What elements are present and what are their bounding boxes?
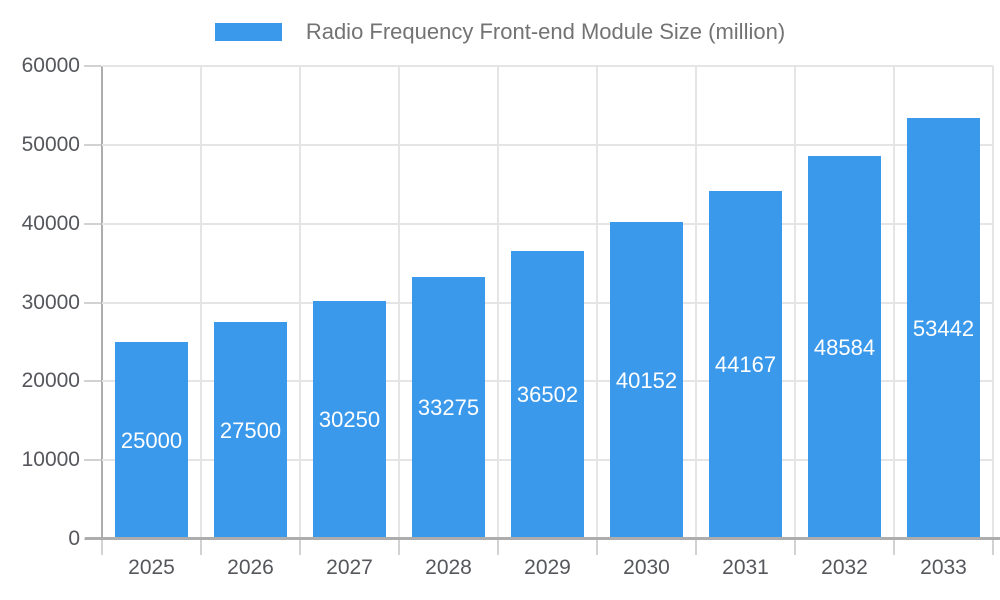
y-axis-tick-label: 20000: [21, 369, 80, 393]
x-axis-tick-label: 2028: [425, 556, 472, 579]
y-axis-tick: [84, 380, 101, 383]
bar-value-label: 33275: [417, 395, 480, 420]
x-axis-tick: [299, 539, 301, 555]
bar-value-label: 25000: [120, 427, 183, 453]
x-axis-tick-label: 2033: [920, 556, 967, 579]
bar-value-label: 27500: [219, 417, 282, 443]
gridline-horizontal: [102, 143, 993, 146]
bar-value-label: 40152: [615, 367, 678, 393]
x-axis-tick-label: 2030: [623, 556, 670, 579]
gridline-vertical: [794, 66, 796, 539]
bar-value-label: 44167: [714, 352, 777, 377]
gridline-vertical: [596, 66, 598, 539]
legend-swatch-icon: [214, 23, 282, 41]
x-axis-tick: [992, 539, 994, 555]
bar[interactable]: 25000: [115, 342, 188, 539]
y-axis-tick-label: 50000: [21, 132, 80, 156]
x-axis-tick-label: 2032: [821, 556, 868, 579]
gridline-vertical: [398, 66, 400, 539]
y-axis-tick: [84, 65, 101, 67]
bar-value-label: 30250: [318, 407, 381, 432]
bar[interactable]: 53442: [907, 118, 980, 539]
y-axis-tick-label: 0: [68, 527, 80, 550]
x-axis-tick: [695, 539, 697, 555]
x-axis-tick-label: 2027: [326, 556, 373, 579]
bar[interactable]: 27500: [214, 322, 287, 539]
gridline-vertical: [893, 66, 895, 539]
bar[interactable]: 30250: [313, 301, 386, 539]
x-axis-tick-label: 2031: [722, 556, 769, 579]
legend: Radio Frequency Front-end Module Size (m…: [0, 15, 1000, 49]
y-axis-tick: [84, 459, 101, 462]
gridline-vertical: [497, 66, 499, 539]
bar[interactable]: 48584: [808, 156, 881, 539]
legend-item[interactable]: Radio Frequency Front-end Module Size (m…: [214, 19, 786, 45]
x-axis-tick: [398, 539, 400, 555]
y-axis-tick: [84, 222, 101, 225]
y-axis-tick-label: 30000: [21, 290, 80, 314]
x-axis-tick-label: 2029: [524, 556, 571, 579]
x-axis-tick: [893, 539, 895, 555]
y-axis-line: [101, 66, 103, 555]
bar-value-label: 48584: [813, 334, 876, 360]
y-axis-tick: [84, 301, 101, 304]
bar[interactable]: 33275: [412, 277, 485, 539]
gridline-vertical: [992, 66, 994, 539]
y-axis-tick-label: 60000: [21, 54, 80, 77]
gridline-vertical: [695, 66, 697, 539]
gridline-horizontal: [102, 222, 993, 225]
y-axis-tick-label: 40000: [21, 211, 80, 235]
bar-value-label: 53442: [912, 315, 975, 341]
x-axis-tick-label: 2025: [128, 556, 175, 579]
x-axis-tick: [101, 539, 103, 555]
plot-area: 0 10000 20000 30000 40000 50000 60000 25000 2025…: [22, 54, 1000, 579]
x-axis-tick: [200, 539, 202, 555]
bar[interactable]: 40152: [610, 222, 683, 539]
legend-label: Radio Frequency Front-end Module Size (m…: [305, 19, 786, 44]
bar[interactable]: 36502: [511, 251, 584, 539]
x-axis-tick: [596, 539, 598, 555]
y-axis-tick: [84, 143, 101, 146]
gridline-vertical: [299, 66, 301, 539]
y-axis-tick-label: 10000: [21, 448, 80, 472]
gridline-vertical: [200, 66, 202, 539]
bar-value-label: 36502: [516, 382, 579, 407]
gridline-horizontal: [102, 65, 993, 67]
x-axis-tick: [794, 539, 796, 555]
x-axis-tick-label: 2026: [227, 556, 274, 579]
bar[interactable]: 44167: [709, 191, 782, 539]
x-axis-line: [85, 537, 1000, 540]
x-axis-tick: [497, 539, 499, 555]
